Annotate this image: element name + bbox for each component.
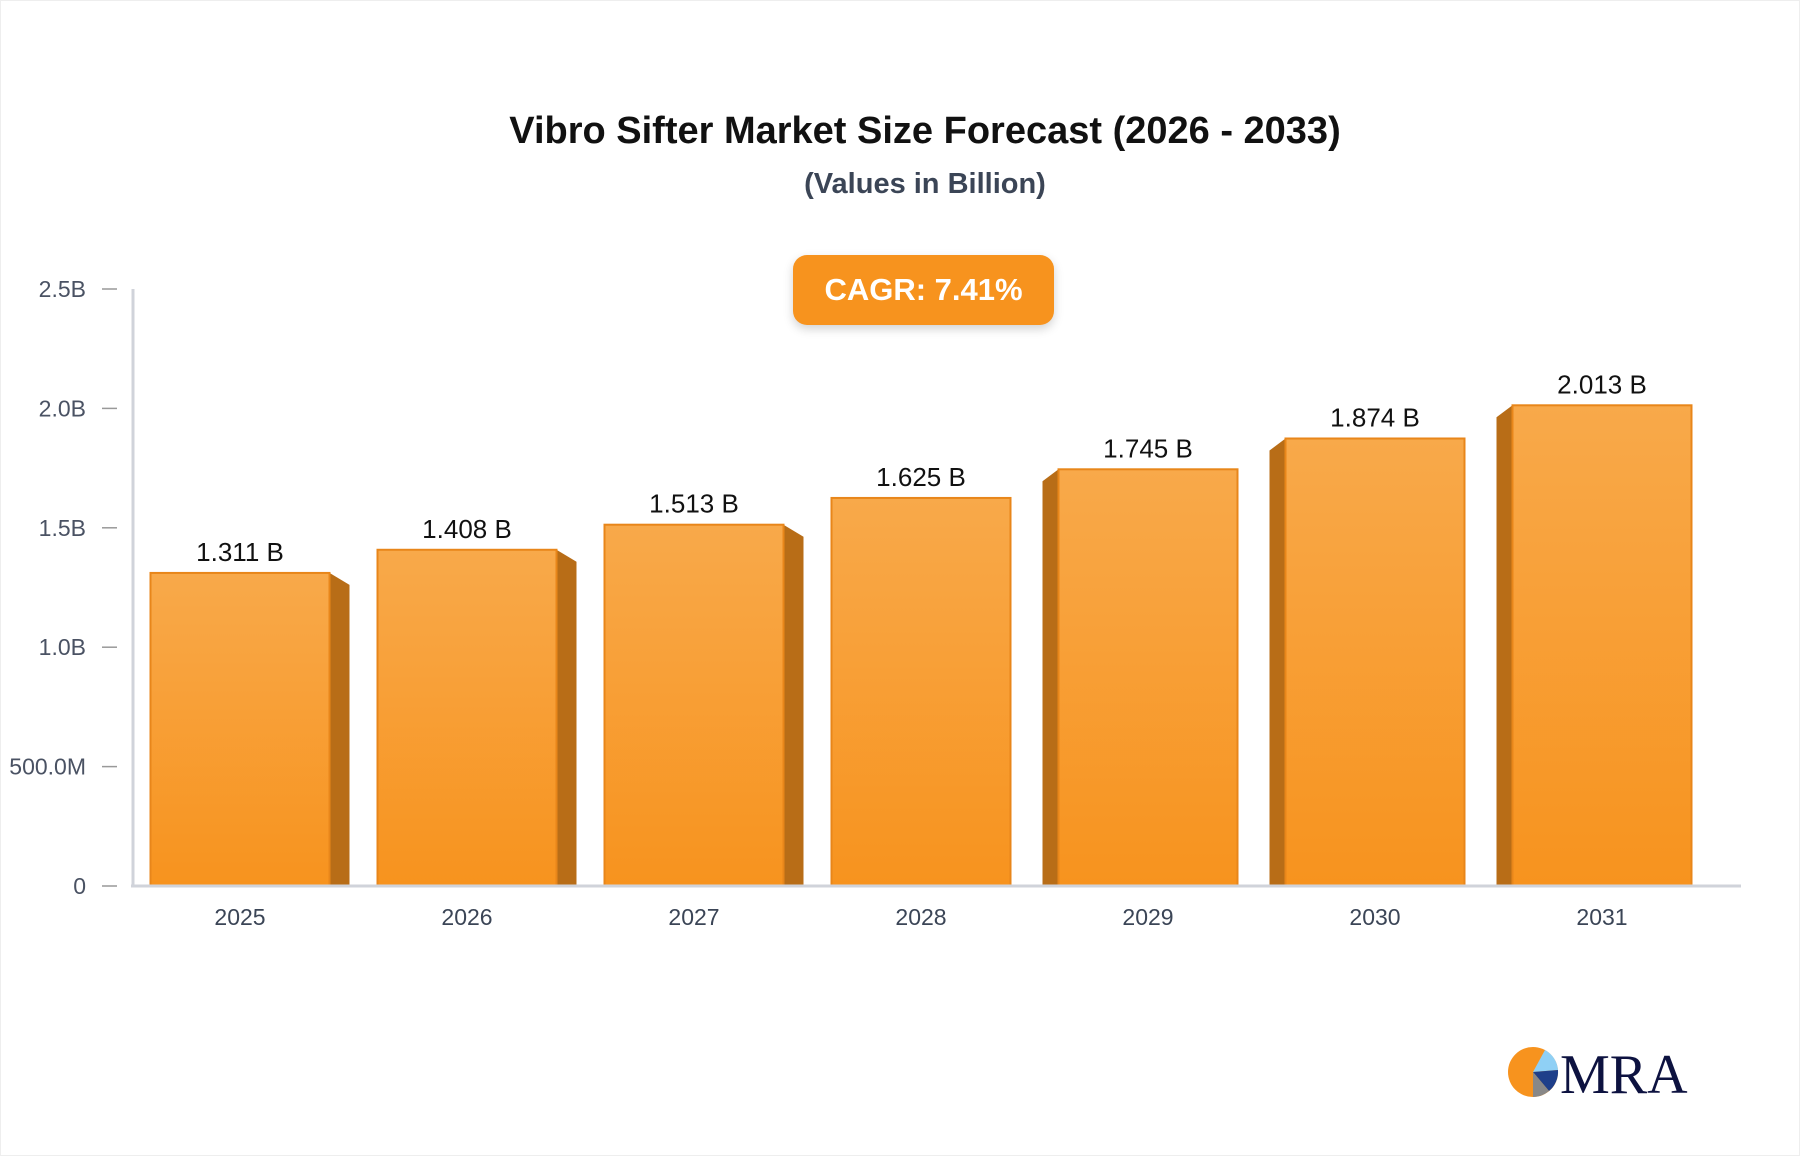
bar [149, 571, 331, 888]
data-label: 1.311 B [196, 537, 284, 567]
bar [603, 523, 785, 888]
mra-logo: MRA [1508, 1044, 1688, 1100]
x-tick-label: 2031 [1576, 904, 1627, 930]
data-label: 1.513 B [649, 489, 739, 519]
bar-side [783, 524, 804, 886]
data-label: 2.013 B [1557, 369, 1647, 399]
y-tick-label: 1.5B [39, 515, 86, 541]
chart-title: Vibro Sifter Market Size Forecast (2026 … [509, 110, 1341, 152]
bar [1284, 437, 1466, 887]
data-label: 1.625 B [876, 462, 966, 492]
data-label: 1.874 B [1330, 402, 1420, 432]
data-label: 1.408 B [422, 514, 512, 544]
bar [376, 548, 558, 887]
x-tick-label: 2027 [668, 904, 719, 930]
x-tick-label: 2025 [214, 904, 265, 930]
bar-side [329, 572, 350, 886]
bar [830, 496, 1012, 887]
chart-subtitle: (Values in Billion) [804, 168, 1046, 200]
y-tick-label: 1.0B [39, 634, 86, 660]
svg-text:MRA: MRA [1560, 1044, 1688, 1100]
data-label: 1.745 B [1103, 433, 1193, 463]
y-tick-label: 500.0M [9, 754, 86, 780]
bar [1057, 468, 1239, 887]
bar-side [1042, 469, 1059, 886]
bar [1511, 404, 1693, 887]
x-tick-label: 2026 [441, 904, 492, 930]
bar-side [1496, 405, 1513, 886]
y-tick-label: 2.5B [39, 276, 86, 302]
y-tick-label: 2.0B [39, 395, 86, 421]
x-tick-label: 2030 [1349, 904, 1400, 930]
bar-side [556, 549, 577, 886]
x-tick-label: 2028 [895, 904, 946, 930]
x-tick-label: 2029 [1122, 904, 1173, 930]
bar-side [1269, 438, 1286, 886]
cagr-badge: CAGR: 7.41% [793, 255, 1054, 325]
y-tick-label: 0 [73, 873, 86, 899]
